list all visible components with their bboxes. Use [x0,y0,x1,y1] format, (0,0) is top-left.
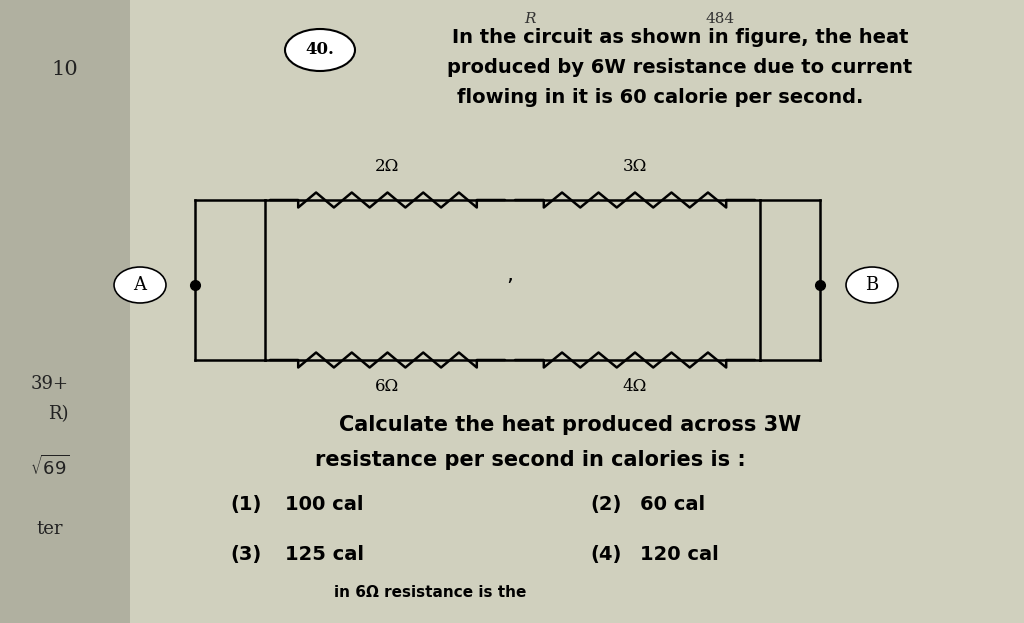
Ellipse shape [114,267,166,303]
Text: R: R [524,12,536,26]
Text: in 6Ω resistance is the: in 6Ω resistance is the [334,585,526,600]
Text: R): R) [48,405,69,423]
FancyBboxPatch shape [0,0,145,623]
Text: 4Ω: 4Ω [623,378,647,395]
Text: In the circuit as shown in figure, the heat: In the circuit as shown in figure, the h… [452,28,908,47]
Text: 10: 10 [51,60,79,79]
Text: 3Ω: 3Ω [623,158,647,175]
Text: 39+: 39+ [31,375,69,393]
Text: 120 cal: 120 cal [640,545,719,564]
Text: 2Ω: 2Ω [376,158,399,175]
Ellipse shape [846,267,898,303]
Text: (3): (3) [230,545,261,564]
Text: resistance per second in calories is :: resistance per second in calories is : [314,450,745,470]
Text: 484: 484 [706,12,734,26]
Ellipse shape [285,29,355,71]
Text: 100 cal: 100 cal [285,495,364,514]
Text: flowing in it is 60 calorie per second.: flowing in it is 60 calorie per second. [457,88,863,107]
Text: produced by 6W resistance due to current: produced by 6W resistance due to current [447,58,912,77]
FancyBboxPatch shape [130,0,1024,623]
Text: 6Ω: 6Ω [376,378,399,395]
Text: (2): (2) [590,495,622,514]
Text: $\sqrt{69}$: $\sqrt{69}$ [30,455,70,479]
Text: 40.: 40. [305,42,335,59]
Text: B: B [865,276,879,294]
Text: (4): (4) [590,545,622,564]
Text: 60 cal: 60 cal [640,495,706,514]
Text: 125 cal: 125 cal [285,545,364,564]
Text: Calculate the heat produced across 3W: Calculate the heat produced across 3W [339,415,801,435]
Text: (1): (1) [230,495,261,514]
Text: ,: , [507,265,513,285]
Text: A: A [133,276,146,294]
Text: ter: ter [37,520,63,538]
